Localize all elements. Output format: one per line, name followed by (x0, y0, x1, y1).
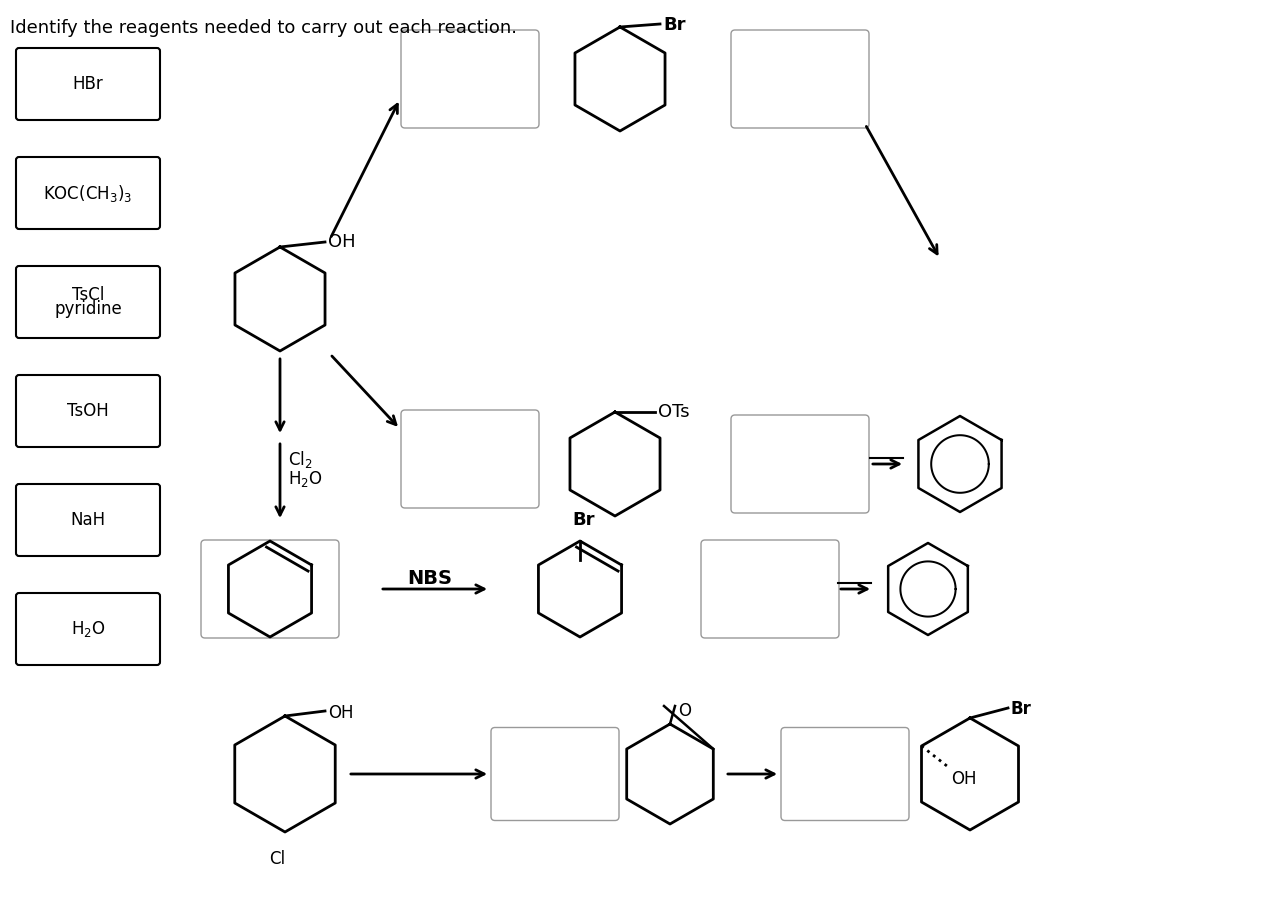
Text: pyridine: pyridine (54, 301, 122, 318)
Text: TsOH: TsOH (67, 402, 109, 420)
Text: NaH: NaH (70, 511, 105, 529)
Text: Cl$_2$: Cl$_2$ (288, 448, 312, 470)
FancyBboxPatch shape (15, 375, 160, 447)
Text: OH: OH (951, 770, 977, 788)
Text: OTs: OTs (658, 403, 690, 421)
FancyBboxPatch shape (15, 484, 160, 556)
FancyBboxPatch shape (15, 157, 160, 229)
Text: Cl: Cl (269, 850, 285, 868)
FancyBboxPatch shape (15, 48, 160, 120)
Text: OH: OH (328, 233, 356, 251)
Text: Br: Br (663, 16, 686, 34)
Text: Br: Br (1010, 700, 1030, 718)
FancyBboxPatch shape (701, 540, 838, 638)
FancyBboxPatch shape (15, 593, 160, 665)
FancyBboxPatch shape (401, 30, 539, 128)
FancyBboxPatch shape (492, 728, 620, 821)
Text: TsCl: TsCl (72, 286, 104, 304)
Text: Identify the reagents needed to carry out each reaction.: Identify the reagents needed to carry ou… (10, 19, 517, 37)
FancyBboxPatch shape (781, 728, 909, 821)
Text: HBr: HBr (73, 75, 104, 93)
Text: O: O (678, 702, 691, 720)
Text: H$_2$O: H$_2$O (70, 619, 105, 639)
Text: OH: OH (328, 704, 353, 722)
FancyBboxPatch shape (15, 266, 160, 338)
Text: NBS: NBS (407, 570, 453, 588)
Text: Br: Br (572, 511, 594, 529)
FancyBboxPatch shape (731, 415, 869, 513)
FancyBboxPatch shape (731, 30, 869, 128)
Text: KOC(CH$_3$)$_3$: KOC(CH$_3$)$_3$ (44, 183, 133, 203)
FancyBboxPatch shape (201, 540, 339, 638)
FancyBboxPatch shape (401, 410, 539, 508)
Text: H$_2$O: H$_2$O (288, 469, 323, 489)
